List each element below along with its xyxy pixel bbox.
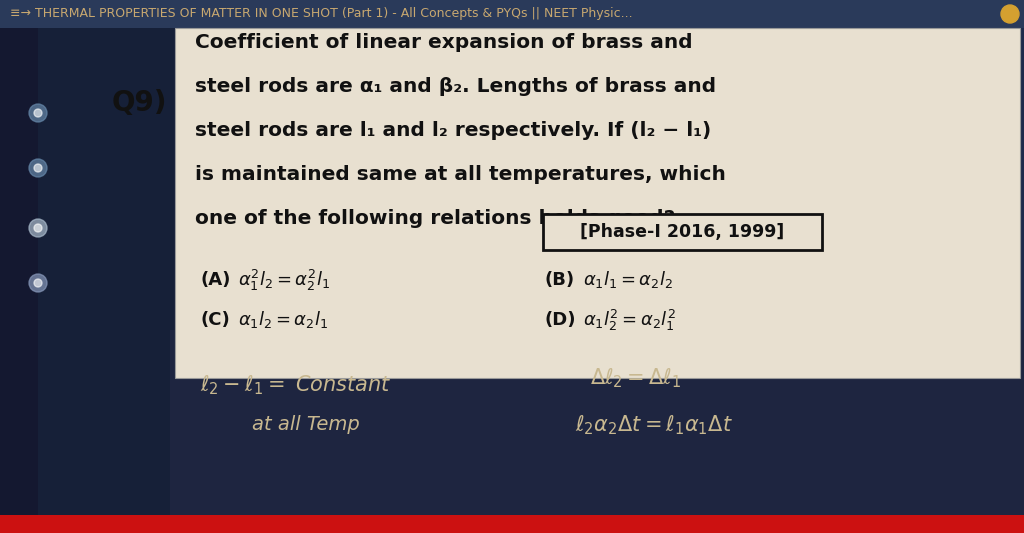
Circle shape (34, 279, 42, 287)
FancyBboxPatch shape (543, 214, 822, 250)
Text: (D): (D) (545, 311, 577, 329)
Text: [Phase-I 2016, 1999]: [Phase-I 2016, 1999] (581, 223, 784, 241)
FancyBboxPatch shape (0, 515, 1024, 533)
Circle shape (29, 274, 47, 292)
Text: $\ell_2 - \ell_1 = $ Constant: $\ell_2 - \ell_1 = $ Constant (200, 373, 392, 397)
Text: $\alpha_1 l_2^2 = \alpha_2 l_1^2$: $\alpha_1 l_2^2 = \alpha_2 l_1^2$ (583, 308, 676, 333)
Text: Q9): Q9) (112, 89, 168, 117)
FancyBboxPatch shape (170, 330, 1024, 533)
Text: $\Delta\ell_2 = \Delta\ell_1$: $\Delta\ell_2 = \Delta\ell_1$ (590, 366, 681, 390)
FancyBboxPatch shape (0, 0, 1024, 28)
Circle shape (1001, 5, 1019, 23)
Circle shape (29, 219, 47, 237)
Text: $\alpha_1^2 l_2 = \alpha_2^2 l_1$: $\alpha_1^2 l_2 = \alpha_2^2 l_1$ (238, 268, 330, 293)
Text: one of the following relations holds good?: one of the following relations holds goo… (195, 209, 675, 229)
Circle shape (29, 104, 47, 122)
Text: is maintained same at all temperatures, which: is maintained same at all temperatures, … (195, 166, 726, 184)
Circle shape (34, 164, 42, 172)
Text: ≡→ THERMAL PROPERTIES OF MATTER IN ONE SHOT (Part 1) - All Concepts & PYQs || NE: ≡→ THERMAL PROPERTIES OF MATTER IN ONE S… (10, 7, 633, 20)
Circle shape (34, 224, 42, 232)
Circle shape (29, 159, 47, 177)
Text: $\ell_2\alpha_2\Delta t = \ell_1\alpha_1\Delta t$: $\ell_2\alpha_2\Delta t = \ell_1\alpha_1… (575, 413, 733, 437)
Text: (B): (B) (545, 271, 575, 289)
Text: (C): (C) (200, 311, 229, 329)
FancyBboxPatch shape (0, 28, 38, 533)
Text: steel rods are l₁ and l₂ respectively. If (l₂ − l₁): steel rods are l₁ and l₂ respectively. I… (195, 122, 712, 141)
Text: Coefficient of linear expansion of brass and: Coefficient of linear expansion of brass… (195, 34, 692, 52)
Text: at all Temp: at all Temp (252, 416, 359, 434)
FancyBboxPatch shape (175, 28, 1020, 378)
Text: (A): (A) (200, 271, 230, 289)
Text: steel rods are α₁ and β₂. Lengths of brass and: steel rods are α₁ and β₂. Lengths of bra… (195, 77, 716, 96)
FancyBboxPatch shape (0, 28, 175, 533)
Text: $\alpha_1 l_1 = \alpha_2 l_2$: $\alpha_1 l_1 = \alpha_2 l_2$ (583, 270, 673, 290)
Text: $\alpha_1 l_2 = \alpha_2 l_1$: $\alpha_1 l_2 = \alpha_2 l_1$ (238, 310, 329, 330)
Circle shape (34, 109, 42, 117)
